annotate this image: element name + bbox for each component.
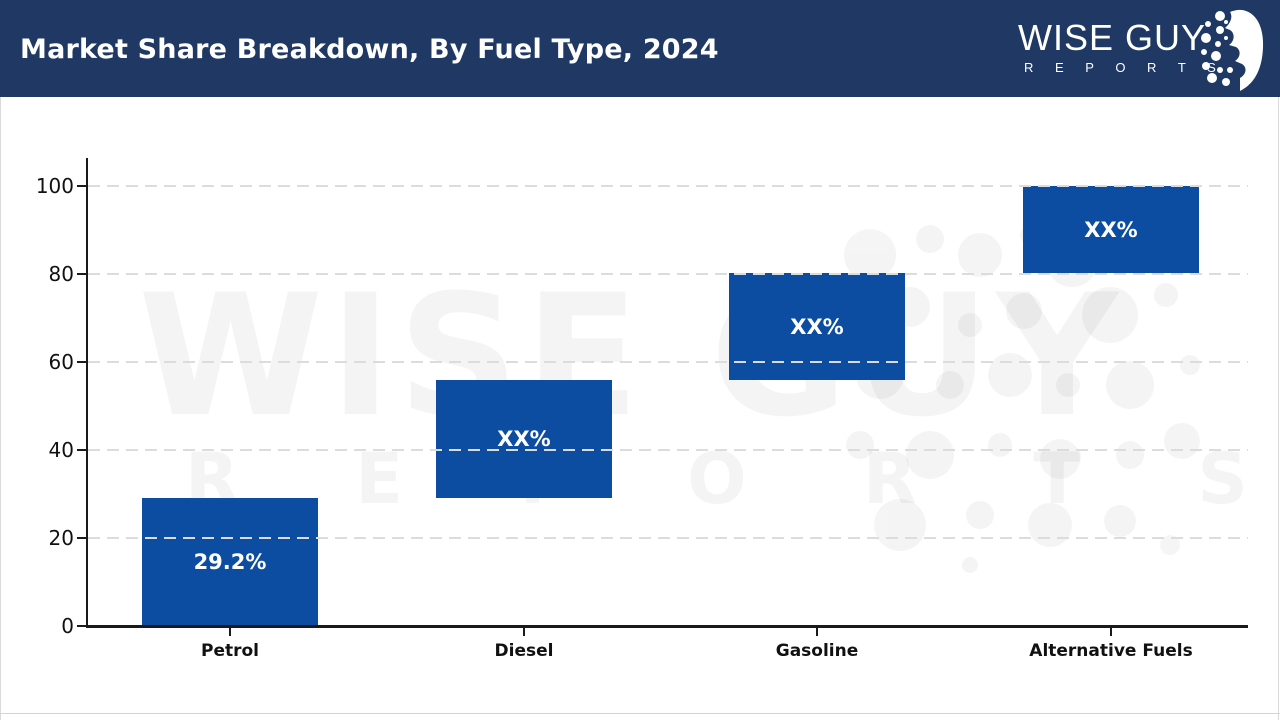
- watermark-reports: R E P O R T S: [185, 438, 1280, 520]
- logo-text: WISE GUY R E P O R T S: [1018, 17, 1225, 76]
- bar-value-label-petrol: 29.2%: [193, 549, 267, 574]
- category-label-diesel: Diesel: [494, 641, 554, 661]
- category-label-gasoline: Gasoline: [775, 641, 859, 661]
- y-tick-label-40: 40: [48, 438, 74, 462]
- y-tick-0: [77, 625, 86, 627]
- y-tick-40: [77, 449, 86, 451]
- header-bar: Market Share Breakdown, By Fuel Type, 20…: [0, 0, 1280, 97]
- x-tick-diesel: [523, 628, 525, 636]
- watermark-wordmark: WISE GUY: [138, 258, 1124, 454]
- y-tick-80: [77, 273, 86, 275]
- y-tick-100: [77, 185, 86, 187]
- y-tick-60: [77, 361, 86, 363]
- y-tick-label-0: 0: [61, 614, 74, 638]
- chart-title: Market Share Breakdown, By Fuel Type, 20…: [20, 34, 719, 65]
- logo-subtitle: R E P O R T S: [1024, 60, 1225, 75]
- bar-value-label-diesel: XX%: [497, 426, 551, 451]
- x-tick-petrol: [229, 628, 231, 636]
- category-label-alternative-fuels: Alternative Fuels: [1029, 641, 1193, 661]
- x-axis-line: [86, 625, 1248, 628]
- bar-value-label-gasoline: XX%: [790, 314, 844, 339]
- y-tick-20: [77, 537, 86, 539]
- y-axis-line: [86, 158, 88, 628]
- y-tick-label-60: 60: [48, 350, 74, 374]
- wise-guy-face-icon: [1201, 9, 1264, 92]
- gridline-80: [88, 273, 1248, 275]
- gridline-100: [88, 185, 1248, 187]
- category-label-petrol: Petrol: [200, 641, 259, 661]
- bar-petrol: [142, 497, 318, 626]
- footer-rule: [0, 713, 1280, 714]
- y-tick-label-100: 100: [35, 174, 74, 198]
- bar-diesel: [436, 380, 612, 498]
- gridline-60: [88, 361, 1248, 363]
- bar-alternative-fuels: [1023, 186, 1199, 274]
- bar-value-label-alternative-fuels: XX%: [1084, 217, 1138, 242]
- y-tick-label-20: 20: [48, 526, 74, 550]
- logo-brand: WISE GUY: [1018, 17, 1207, 58]
- left-border: [0, 97, 1, 720]
- right-border: [1278, 97, 1279, 720]
- wise-guy-logo: WISE GUY R E P O R T S: [1018, 8, 1268, 92]
- gridline-20: [88, 537, 1248, 539]
- x-tick-alternative-fuels: [1110, 628, 1112, 636]
- y-tick-label-80: 80: [48, 262, 74, 286]
- x-tick-gasoline: [816, 628, 818, 636]
- gridline-40: [88, 449, 1248, 451]
